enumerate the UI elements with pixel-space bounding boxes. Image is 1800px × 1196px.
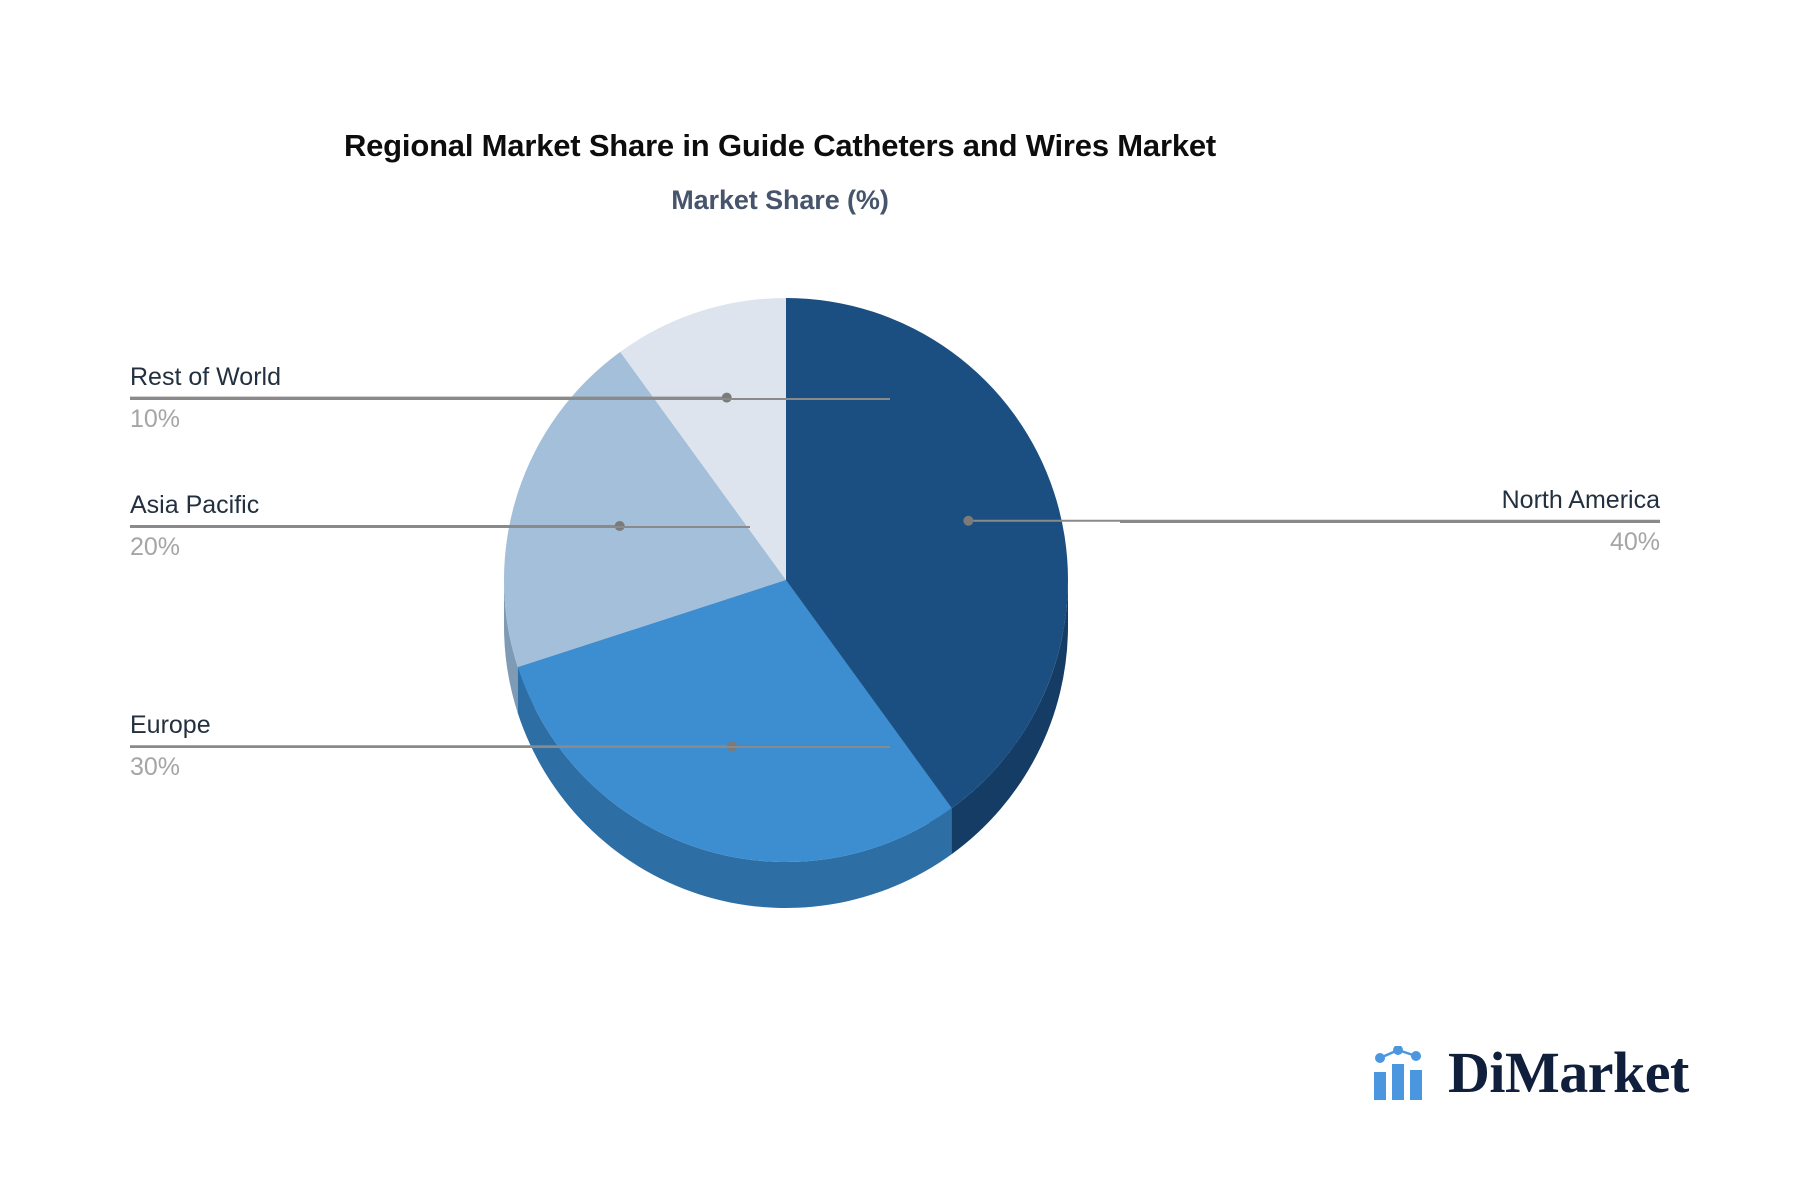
- pie-slice-side: [517, 667, 952, 908]
- callout-label: Rest of World: [130, 362, 281, 391]
- callout-rule: [130, 525, 750, 528]
- callout-asia-pacific[interactable]: Asia Pacific 20%: [130, 490, 750, 562]
- logo-node: [1393, 1046, 1403, 1055]
- chart-title: Regional Market Share in Guide Catheters…: [343, 128, 1217, 163]
- callout-label: North America: [1501, 485, 1660, 514]
- pie-leader-lines: [130, 392, 1660, 752]
- logo-bar: [1410, 1070, 1422, 1100]
- pie-slice-edge: [517, 580, 786, 714]
- callout-europe[interactable]: Europe 30%: [130, 710, 890, 782]
- pie-slice-side: [504, 580, 518, 714]
- callout-value: 20%: [130, 532, 181, 561]
- callout-rule: [130, 397, 890, 400]
- logo-node: [1375, 1053, 1385, 1063]
- callout-rest-of-world[interactable]: Rest of World 10%: [130, 362, 890, 434]
- logo-bar: [1374, 1072, 1386, 1100]
- pie-slice-edge: [517, 580, 786, 714]
- callout-value: 30%: [130, 753, 181, 782]
- callout-north-america[interactable]: North America 40%: [1120, 485, 1660, 557]
- callout-rule: [1120, 520, 1660, 523]
- brand-logo: DiMarket: [1372, 1044, 1689, 1102]
- callout-value: 10%: [130, 404, 181, 433]
- callout-rule: [130, 746, 890, 749]
- bar-chart-icon: [1374, 1046, 1422, 1100]
- callout-label: Europe: [130, 711, 211, 740]
- pie-slice-side: [951, 580, 1068, 855]
- brand-name: DiMarket: [1448, 1040, 1689, 1105]
- logo-node: [1411, 1051, 1421, 1061]
- chart-subtitle: Market Share (%): [671, 185, 889, 215]
- leader-dot: [963, 515, 974, 526]
- callout-label: Asia Pacific: [130, 490, 260, 519]
- callout-value: 40%: [1609, 527, 1660, 556]
- logo-bar: [1392, 1064, 1404, 1100]
